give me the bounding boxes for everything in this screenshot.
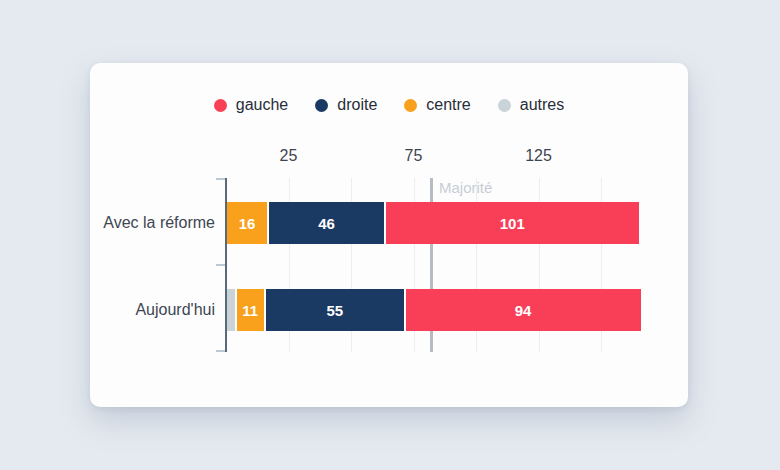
segment-value-label: 94 [515, 302, 532, 319]
gauche-dot-icon [214, 99, 227, 112]
x-tick-label: 25 [280, 147, 298, 165]
page-background: gauche droite centre autres 25 75 125 Majorit… [0, 0, 780, 470]
bar-row: 16 46 101 [227, 202, 639, 244]
legend-label: gauche [236, 96, 289, 114]
plot-area: Majorité Avec la réforme 16 46 101 Aujourd'h… [90, 178, 688, 352]
row-label: Avec la réforme [90, 202, 215, 244]
bar-segment-droite: 55 [266, 289, 404, 331]
autres-dot-icon [498, 99, 511, 112]
centre-dot-icon [404, 99, 417, 112]
bar-segment-centre: 11 [237, 289, 265, 331]
legend-label: centre [426, 96, 470, 114]
bar-row: 11 55 94 [227, 289, 641, 331]
bar-segment-gauche: 101 [386, 202, 639, 244]
bar-segment-centre: 16 [227, 202, 267, 244]
majority-label: Majorité [439, 179, 492, 196]
chart-card: gauche droite centre autres 25 75 125 Majorit… [90, 63, 688, 407]
legend-item-droite: droite [315, 96, 377, 114]
segment-value-label: 55 [326, 302, 343, 319]
y-axis-tick-bottom [216, 350, 225, 352]
bar-segment-gauche: 94 [406, 289, 641, 331]
legend-item-centre: centre [404, 96, 470, 114]
segment-value-label: 46 [318, 215, 335, 232]
droite-dot-icon [315, 99, 328, 112]
x-axis-ticks: 25 75 125 [90, 147, 688, 167]
segment-value-label: 101 [500, 215, 525, 232]
legend-label: droite [337, 96, 377, 114]
segment-value-label: 11 [242, 302, 258, 319]
bar-segment-droite: 46 [269, 202, 384, 244]
bar-segment-autres [227, 289, 235, 331]
legend-item-autres: autres [498, 96, 564, 114]
legend-label: autres [520, 96, 564, 114]
row-label: Aujourd'hui [90, 289, 215, 331]
x-tick-label: 125 [525, 147, 552, 165]
legend: gauche droite centre autres [90, 96, 688, 114]
x-tick-label: 75 [405, 147, 423, 165]
segment-value-label: 16 [239, 215, 256, 232]
y-axis-tick-top [216, 178, 225, 180]
y-axis-tick-middle [216, 264, 225, 266]
legend-item-gauche: gauche [214, 96, 289, 114]
